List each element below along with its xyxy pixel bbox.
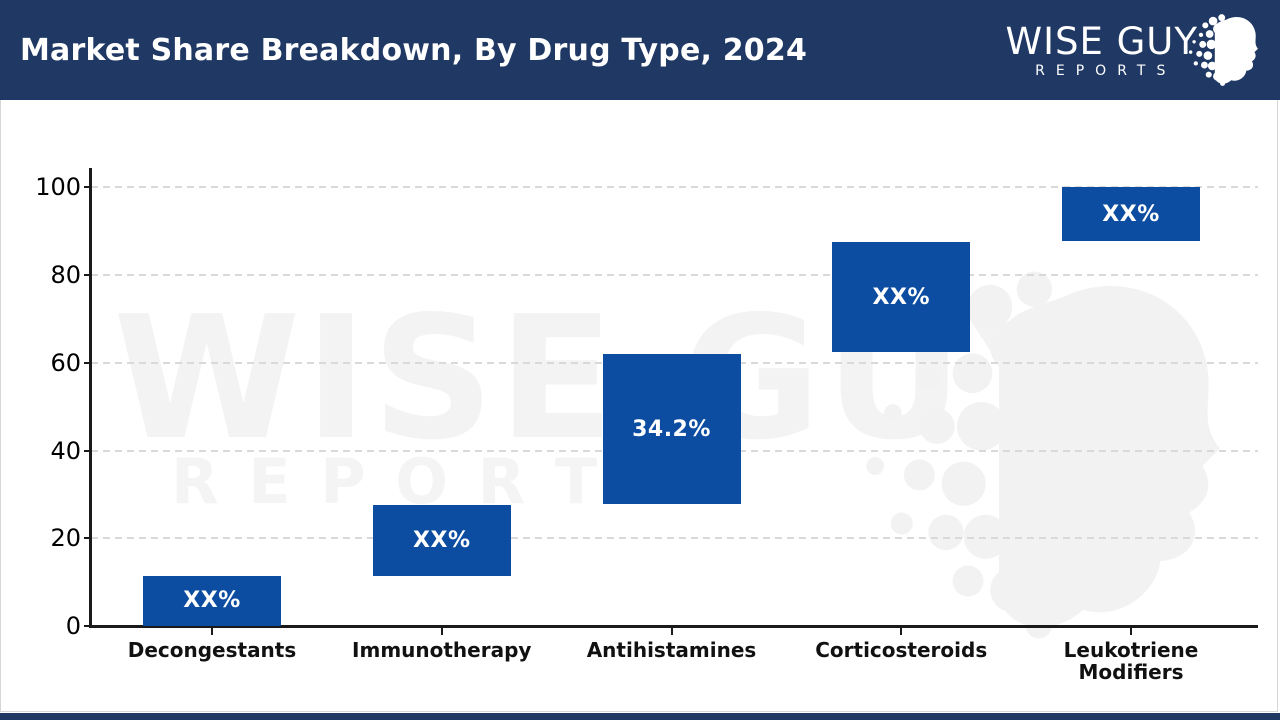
bar-value-label: XX% (872, 284, 930, 310)
bar-value-label: XX% (413, 527, 471, 553)
y-tick (84, 449, 91, 452)
bar-value-label: XX% (1102, 201, 1160, 227)
y-tick-label: 60 (50, 348, 81, 377)
x-category-label: Leukotriene Modifiers (1063, 638, 1199, 684)
wise-guy-head-icon (1182, 8, 1264, 92)
y-tick (84, 625, 91, 627)
gridline-20 (91, 537, 1258, 540)
bar-value-label: 34.2% (632, 416, 711, 442)
x-category-label: Corticosteroids (815, 638, 988, 662)
y-tick-label: 40 (50, 436, 81, 465)
y-tick-label: 100 (35, 173, 81, 202)
bar-value-label: XX% (183, 588, 241, 614)
x-tick (670, 628, 673, 635)
bar-leukotriene-modifiers: XX% (1062, 187, 1200, 241)
gridline-80 (91, 274, 1258, 277)
page-title: Market Share Breakdown, By Drug Type, 20… (20, 32, 808, 68)
gridline-100 (91, 186, 1258, 189)
x-axis-line (89, 625, 1258, 628)
x-tick (900, 628, 903, 635)
bar-corticosteroids: XX% (832, 241, 971, 353)
bar-decongestants: XX% (143, 575, 281, 626)
bar-immunotherapy: XX% (372, 504, 511, 576)
x-tick (440, 628, 443, 635)
brand-logo: WISE GUY REPORTS (1006, 6, 1264, 94)
y-tick-label: 0 (65, 612, 81, 640)
x-tick (1130, 628, 1132, 635)
y-tick-label: 20 (50, 524, 81, 553)
y-axis-line (89, 168, 92, 628)
header-bar: Market Share Breakdown, By Drug Type, 20… (0, 0, 1280, 100)
y-tick-label: 80 (50, 261, 81, 290)
y-tick (84, 274, 91, 277)
bar-antihistamines: 34.2% (602, 354, 741, 505)
brand-subname: REPORTS (1035, 62, 1177, 79)
chart-area: WISE GUY R E P O R T S 0 20 40 60 80 100 XX% De… (0, 100, 1278, 712)
x-category-label: Antihistamines (586, 638, 757, 662)
y-tick (84, 537, 91, 540)
x-category-label: Immunotherapy (352, 638, 532, 662)
brand-name: WISE GUY (1005, 19, 1198, 63)
x-category-label: Decongestants (127, 638, 297, 662)
y-tick (84, 361, 91, 364)
footer-bar (0, 713, 1280, 720)
y-tick (84, 186, 91, 189)
brand-wordmark: WISE GUY REPORTS (1005, 19, 1198, 79)
x-tick (211, 628, 213, 635)
